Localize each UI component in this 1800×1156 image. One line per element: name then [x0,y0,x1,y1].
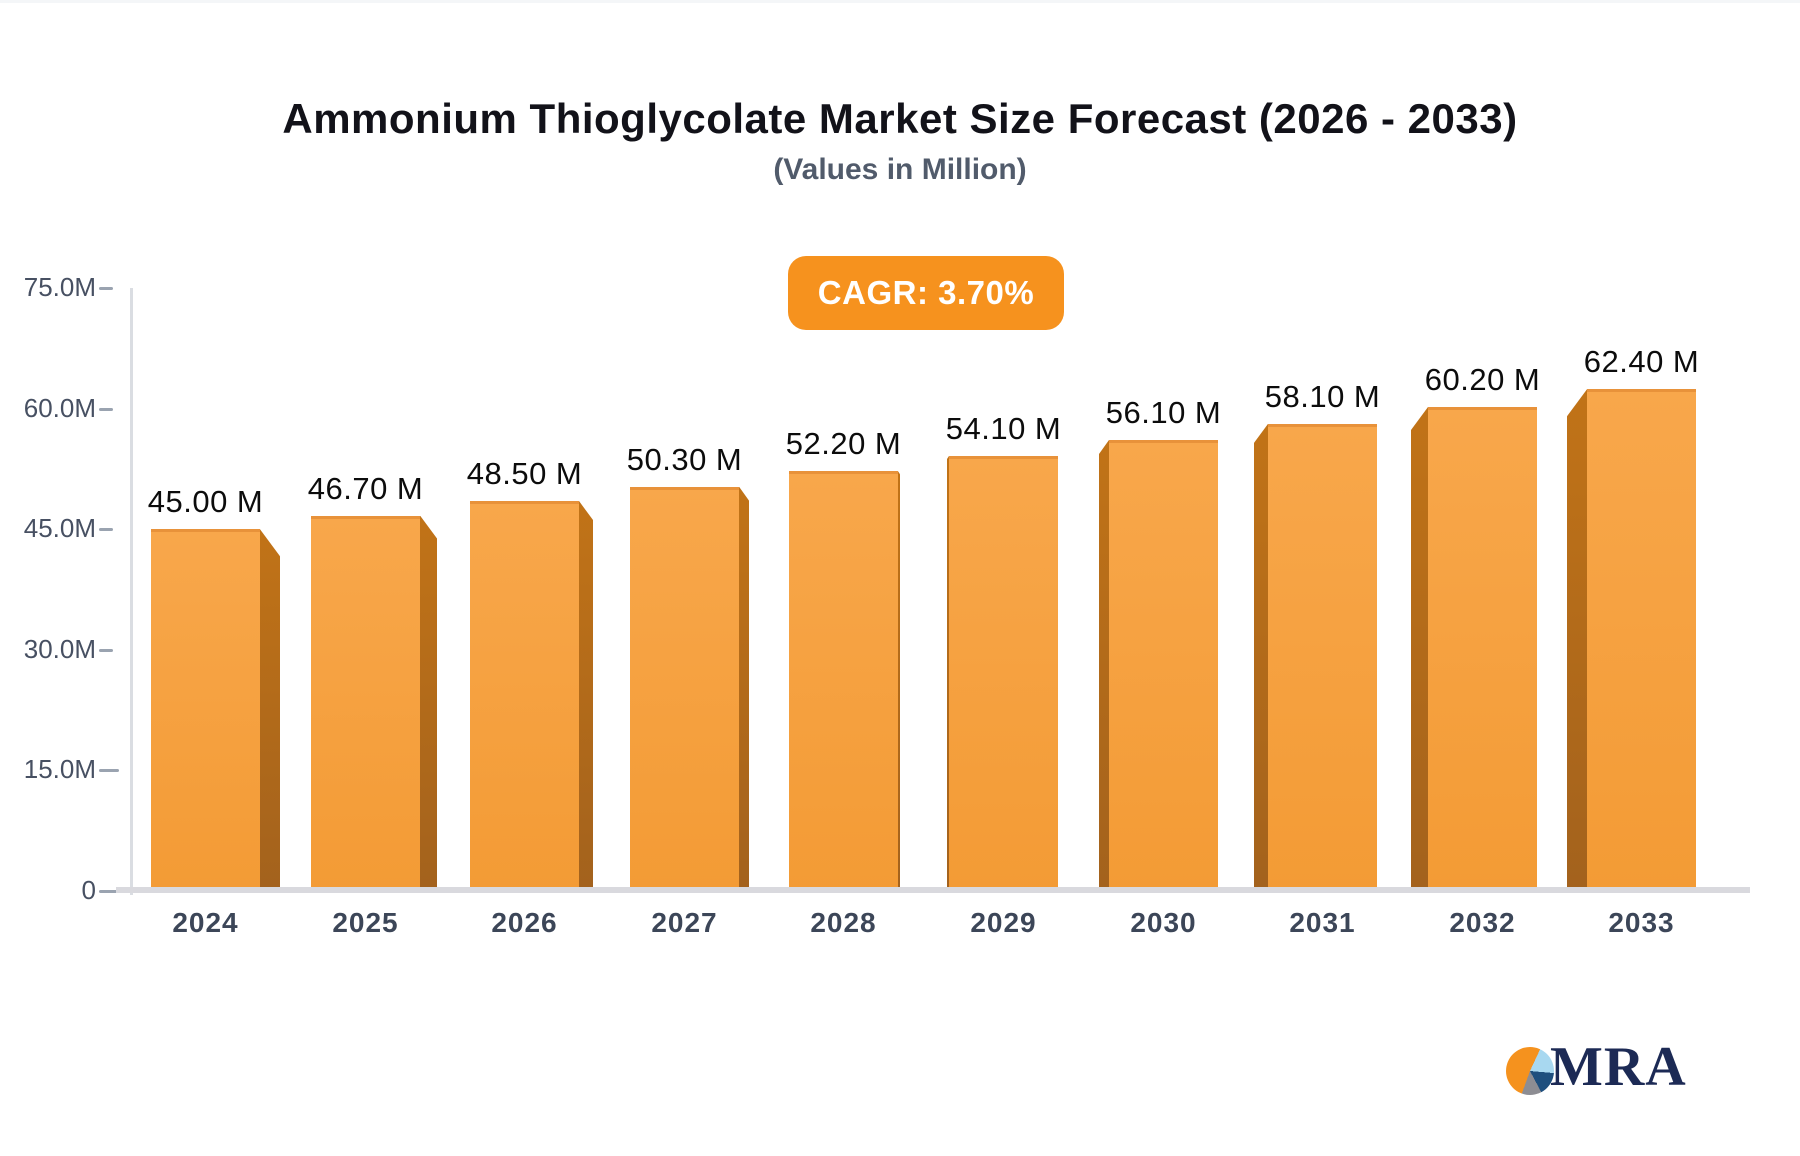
x-axis-category-label: 2033 [1608,907,1675,938]
bar-side-2029 [947,456,949,892]
chart-title: Ammonium Thioglycolate Market Size Forec… [282,95,1518,142]
y-axis-tick-label: 60.0M [23,392,96,423]
y-axis-tick-mark [99,890,119,893]
cagr-badge: CAGR: 3.70% [788,256,1064,330]
bar-2030 [1109,439,1218,892]
bar-side-2032 [1411,406,1428,892]
x-axis-category-label: 2031 [1289,907,1356,938]
logo-text: MRA [1550,1036,1687,1098]
pie-chart-logo-icon [1506,1047,1554,1095]
bar-side-2025 [420,515,437,892]
bar-value-label: 52.20 M [785,426,902,462]
cagr-badge-label: CAGR: 3.70% [817,274,1035,311]
x-axis-category-label: 2029 [970,907,1037,938]
bar-2031 [1268,423,1377,892]
y-axis-tick-label: 45.0M [23,513,96,544]
y-axis-tick-mark [99,769,119,773]
x-axis-category-label: 2028 [810,907,877,938]
bar-2027 [630,486,739,892]
x-axis-category-label: 2026 [491,907,558,938]
y-axis-tick-mark [99,287,113,290]
bar-2033 [1587,389,1696,892]
bar-value-label: 58.10 M [1264,378,1381,414]
bar-side-2033 [1567,389,1587,892]
bar-side-2026 [579,501,593,892]
x-axis-baseline [116,887,1750,893]
bar-side-2028 [898,471,900,892]
y-axis-tick-label: 15.0M [23,754,96,785]
y-axis-tick-mark [99,648,113,652]
chart-subtitle: (Values in Million) [773,153,1027,186]
bar-value-label: 62.40 M [1583,344,1700,380]
bar-side-2031 [1254,423,1268,892]
y-axis-tick-label: 75.0M [23,272,96,302]
x-axis-category-label: 2030 [1130,907,1197,938]
bar-value-label: 54.10 M [945,411,1062,447]
bar-value-label: 46.70 M [307,470,424,506]
x-axis-category-label: 2027 [651,907,718,938]
y-axis-tick-mark [99,528,113,532]
bar-2032 [1428,406,1537,892]
x-axis-category-label: 2024 [172,907,239,938]
bar-value-label: 48.50 M [466,456,583,492]
bar-side-2030 [1099,439,1109,892]
y-axis-line [130,288,133,895]
bar-side-2024 [260,529,280,892]
bar-value-label: 56.10 M [1105,394,1222,430]
bar-2029 [949,456,1058,892]
x-axis-category-label: 2025 [332,907,399,938]
bar-2028 [789,471,898,892]
y-axis-tick-label: 0 [81,875,96,905]
bar-side-2027 [739,486,749,892]
y-axis-tick-label: 30.0M [23,633,96,664]
bar-2025 [311,515,420,892]
bar-value-label: 50.30 M [626,441,743,477]
bar-value-label: 45.00 M [147,484,264,520]
bar-2026 [470,501,579,892]
y-axis-tick-mark [99,407,113,411]
x-axis-category-label: 2032 [1449,907,1516,938]
mra-logo: MRA [1504,1036,1744,1109]
bar-2024 [151,529,260,892]
bar-value-label: 60.20 M [1424,361,1541,397]
